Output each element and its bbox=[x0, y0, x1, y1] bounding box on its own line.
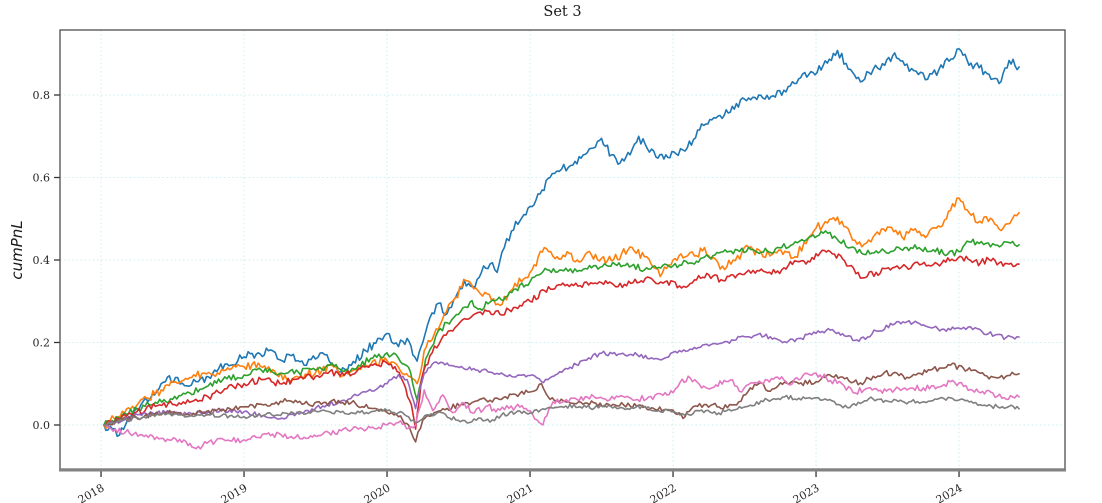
y-tick-label-0.6: 0.6 bbox=[33, 171, 51, 184]
y-tick-label-0.0: 0.0 bbox=[33, 419, 51, 432]
x-tick-label-2021: 2021 bbox=[505, 481, 536, 503]
x-tick-label-2020: 2020 bbox=[362, 481, 393, 503]
series-line-7 bbox=[103, 372, 1020, 450]
series-line-6 bbox=[103, 362, 1020, 443]
plot-border bbox=[59, 29, 1066, 470]
series-line-2 bbox=[103, 197, 1020, 429]
series-line-3 bbox=[103, 230, 1020, 426]
series-line-8 bbox=[103, 394, 1020, 427]
series-line-5 bbox=[103, 319, 1020, 427]
y-tick-label-0.4: 0.4 bbox=[33, 254, 51, 267]
series-line-4 bbox=[103, 249, 1020, 430]
x-tick-label-2023: 2023 bbox=[791, 481, 822, 503]
x-tick-label-2024: 2024 bbox=[934, 481, 965, 503]
y-tick-label-0.8: 0.8 bbox=[33, 89, 51, 102]
chart-title: Set 3 bbox=[543, 4, 582, 20]
x-tick-label-2018: 2018 bbox=[76, 481, 107, 503]
series-line-1 bbox=[103, 48, 1020, 438]
x-tick-label-2019: 2019 bbox=[219, 481, 250, 503]
y-tick-label-0.2: 0.2 bbox=[33, 336, 51, 349]
x-tick-label-2022: 2022 bbox=[648, 481, 679, 503]
